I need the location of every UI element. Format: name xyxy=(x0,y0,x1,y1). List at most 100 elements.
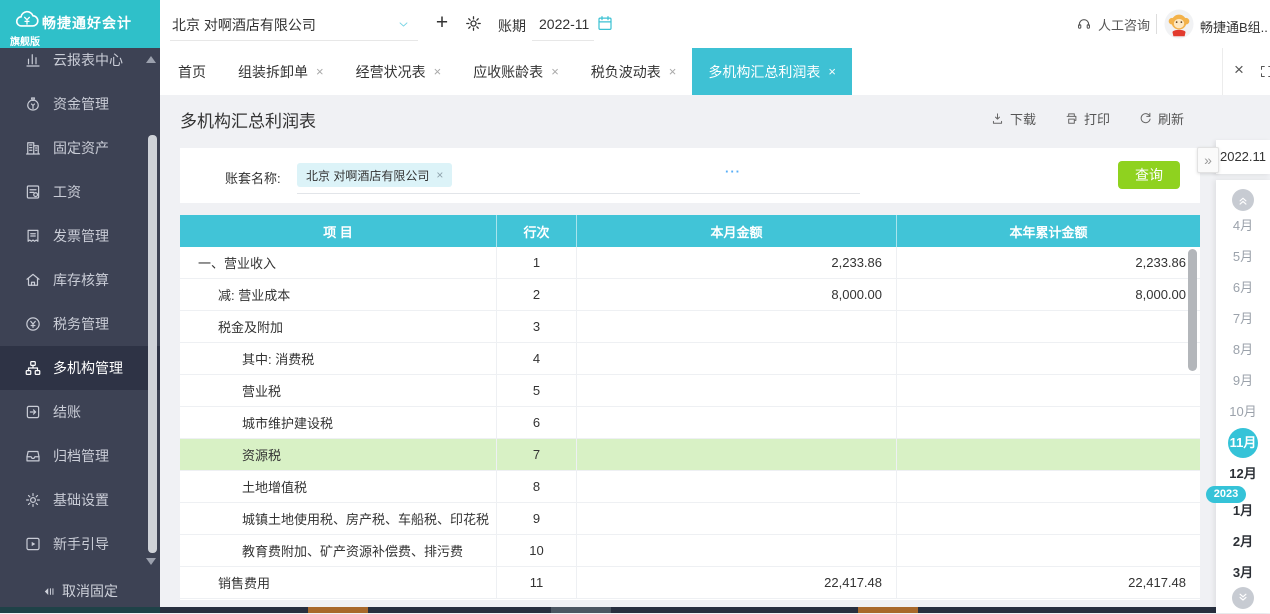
user-name[interactable]: 畅捷通B组... xyxy=(1200,20,1268,35)
main-content: 多机构汇总利润表 下载 打印 刷新 账套名称: 北京 对啊酒店有限公司 × ··· … xyxy=(160,95,1270,613)
cloud-logo-icon xyxy=(15,10,39,27)
taskbar-segment xyxy=(551,607,611,613)
account-set-tag[interactable]: 北京 对啊酒店有限公司 × xyxy=(297,163,453,187)
sidebar-item-9[interactable]: 归档管理 xyxy=(0,434,160,478)
calendar-icon[interactable] xyxy=(596,14,614,32)
months-scroll-up-button[interactable] xyxy=(1232,189,1254,211)
row-line-number: 9 xyxy=(497,503,577,534)
sidebar-scroll-up-icon[interactable] xyxy=(146,56,156,63)
month-item-10[interactable]: 2月 xyxy=(1232,534,1254,549)
close-tab-icon[interactable]: × xyxy=(668,64,677,79)
tab-label: 首页 xyxy=(178,63,206,80)
tab-2[interactable]: 经营状况表 × xyxy=(340,48,458,95)
table-row[interactable]: 教育费附加、矿产资源补偿费、排污费 10 xyxy=(180,535,1200,567)
sidebar-item-6[interactable]: 税务管理 xyxy=(0,302,160,346)
sidebar-menu: 云报表中心 资金管理 固定资产 工资 发票管理 库存核算税务管理多机构管理结账归档管理 基础… xyxy=(0,38,160,566)
add-account-button[interactable]: + xyxy=(435,11,449,34)
close-tab-icon[interactable]: × xyxy=(828,64,836,79)
tab-3[interactable]: 应收账龄表 × xyxy=(457,48,575,95)
table-row[interactable]: 销售费用 11 22,417.48 22,417.48 xyxy=(180,567,1200,599)
column-header-3: 本年累计金额 xyxy=(1009,224,1088,240)
invoice-icon xyxy=(27,229,39,242)
table-row[interactable]: 城镇土地使用税、房产税、车船税、印花税 9 xyxy=(180,503,1200,535)
row-item-name: 其中: 消费税 xyxy=(242,352,315,367)
month-item-2[interactable]: 6月 xyxy=(1232,280,1254,295)
row-ytd-amount: 22,417.48 xyxy=(1128,575,1186,590)
row-item-name: 销售费用 xyxy=(218,576,271,591)
period-value[interactable]: 2022-11 xyxy=(539,16,590,32)
table-row[interactable]: 资源税 7 xyxy=(180,439,1200,471)
more-options-icon[interactable]: ··· xyxy=(725,164,741,179)
table-row[interactable]: 其中: 消费税 4 xyxy=(180,343,1200,375)
month-item-4[interactable]: 8月 xyxy=(1232,342,1254,357)
tab-0[interactable]: 首页 xyxy=(162,48,222,95)
month-item-6[interactable]: 10月 xyxy=(1229,404,1257,419)
sidebar-item-8[interactable]: 结账 xyxy=(0,390,160,434)
tag-remove-icon[interactable]: × xyxy=(436,168,444,182)
avatar[interactable] xyxy=(1164,9,1194,39)
payroll-icon xyxy=(26,185,40,199)
guide-icon xyxy=(26,537,40,551)
table-header-row: 项 目行次 本月金额 本年累计金额 xyxy=(180,215,1200,247)
row-month-amount: 2,233.86 xyxy=(577,247,897,278)
month-item-9[interactable]: 1月 xyxy=(1232,503,1254,518)
refresh-button[interactable]: 刷新 xyxy=(1138,109,1184,128)
month-item-3[interactable]: 7月 xyxy=(1232,311,1254,326)
row-month-amount: 22,417.48 xyxy=(577,567,897,598)
table-row[interactable]: 营业税 5 xyxy=(180,375,1200,407)
sidebar-item-1[interactable]: 资金管理 xyxy=(0,82,160,126)
tab-4[interactable]: 税负波动表 × xyxy=(575,48,693,95)
row-line-number: 5 xyxy=(497,375,577,406)
download-button[interactable]: 下载 xyxy=(990,109,1036,128)
sidebar-item-label: 结账 xyxy=(53,404,81,420)
support-button[interactable]: 人工咨询 xyxy=(1076,0,1150,48)
company-underline xyxy=(170,40,418,41)
month-item-0[interactable]: 4月 xyxy=(1232,218,1254,233)
sidebar-item-2[interactable]: 固定资产 xyxy=(0,126,160,170)
table-row[interactable]: 一、营业收入 1 2,233.86 2,233.86 xyxy=(180,247,1200,279)
settings-gear-icon[interactable] xyxy=(464,14,483,33)
table-row[interactable]: 城市维护建设税 6 xyxy=(180,407,1200,439)
table-row[interactable]: 减: 营业成本 2 8,000.00 8,000.00 xyxy=(180,279,1200,311)
tab-5[interactable]: 多机构汇总利润表 × xyxy=(692,48,852,95)
query-button[interactable]: 查询 xyxy=(1118,161,1180,189)
tab-label: 多机构汇总利润表 xyxy=(708,63,821,80)
sidebar-scroll-down-icon[interactable] xyxy=(146,558,156,565)
month-item-5[interactable]: 9月 xyxy=(1232,373,1254,388)
sidebar-item-3[interactable]: 工资 xyxy=(0,170,160,214)
table-scrollbar[interactable] xyxy=(1188,249,1197,371)
sidebar-scrollbar[interactable] xyxy=(148,135,157,553)
company-selector[interactable]: 北京 对啊酒店有限公司 xyxy=(172,17,316,33)
month-item-8[interactable]: 12月 xyxy=(1229,466,1257,481)
close-tab-icon[interactable]: × xyxy=(433,64,442,79)
report-table: 项 目行次 本月金额 本年累计金额 一、营业收入 1 2,233.86 2,233.86 减… xyxy=(180,215,1200,600)
month-item-1[interactable]: 5月 xyxy=(1232,249,1254,264)
month-item-11[interactable]: 3月 xyxy=(1232,565,1254,580)
period-underline xyxy=(532,40,594,41)
sidebar-item-7[interactable]: 多机构管理 xyxy=(0,346,160,390)
sidebar-item-0[interactable]: 云报表中心 xyxy=(0,38,160,82)
sidebar: 畅捷通好会计 旗舰版 云报表中心 资金管理 固定资产 工资 发票管理 库存核算 税务管理 多机… xyxy=(0,0,160,613)
table-row[interactable]: 税金及附加 3 xyxy=(180,311,1200,343)
collapse-rail-button[interactable]: » xyxy=(1197,147,1219,173)
table-row[interactable]: 土地增值税 8 xyxy=(180,471,1200,503)
month-item-7[interactable]: 11月 xyxy=(1228,428,1258,458)
expand-icon[interactable] xyxy=(1259,64,1270,79)
sidebar-item-10[interactable]: 基础设置 xyxy=(0,478,160,522)
sidebar-item-label: 税务管理 xyxy=(53,316,109,332)
sidebar-item-5[interactable]: 库存核算 xyxy=(0,258,160,302)
close-tab-icon[interactable]: × xyxy=(551,64,559,79)
row-line-number: 1 xyxy=(497,247,577,278)
row-line-number: 7 xyxy=(497,439,577,470)
close-icon[interactable]: × xyxy=(1234,60,1244,79)
taskbar-segment xyxy=(308,607,368,613)
sidebar-item-4[interactable]: 发票管理 xyxy=(0,214,160,258)
close-tab-icon[interactable]: × xyxy=(316,64,324,79)
sidebar-item-11[interactable]: 新手引导 xyxy=(0,522,160,566)
row-month-amount xyxy=(577,407,897,438)
unpin-sidebar-button[interactable]: 取消固定 xyxy=(0,581,160,601)
chevron-down-icon[interactable] xyxy=(396,17,411,32)
print-button[interactable]: 打印 xyxy=(1064,109,1110,128)
tab-1[interactable]: 组装拆卸单 × xyxy=(222,48,340,95)
months-scroll-down-button[interactable] xyxy=(1232,587,1254,609)
